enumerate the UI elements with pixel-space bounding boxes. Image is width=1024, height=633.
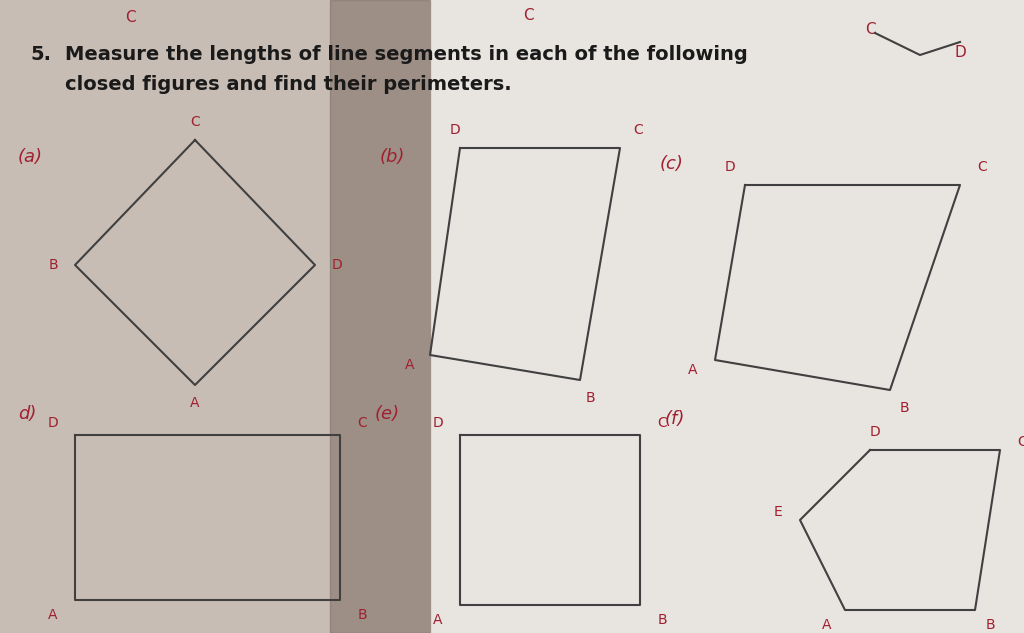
Text: A: A [406, 358, 415, 372]
Text: A: A [688, 363, 697, 377]
Text: D: D [48, 416, 58, 430]
Text: C: C [864, 22, 876, 37]
Text: (c): (c) [660, 155, 684, 173]
Text: A: A [48, 608, 57, 622]
Text: D: D [332, 258, 342, 272]
Text: closed figures and find their perimeters.: closed figures and find their perimeters… [65, 75, 512, 94]
Text: B: B [985, 618, 994, 632]
Text: (f): (f) [665, 410, 685, 428]
Text: B: B [899, 401, 909, 415]
Text: D: D [954, 45, 966, 60]
Text: (e): (e) [375, 405, 400, 423]
Bar [430, 0, 1024, 633]
Text: (a): (a) [18, 148, 43, 166]
Text: D: D [869, 425, 881, 439]
Text: C: C [633, 123, 643, 137]
Text: 5.: 5. [30, 46, 51, 65]
Text: C: C [357, 416, 367, 430]
Text: C: C [190, 115, 200, 129]
Text: B: B [357, 608, 367, 622]
Text: d): d) [18, 405, 37, 423]
Text: B: B [48, 258, 57, 272]
Text: B: B [585, 391, 595, 405]
Text: D: D [450, 123, 461, 137]
Text: D: D [432, 416, 443, 430]
Bar [330, 0, 430, 633]
Text: Measure the lengths of line segments in each of the following: Measure the lengths of line segments in … [65, 46, 748, 65]
Text: E: E [773, 505, 782, 519]
Text: B: B [657, 613, 667, 627]
Text: C: C [522, 8, 534, 23]
Text: D: D [725, 160, 735, 174]
Text: C: C [1017, 435, 1024, 449]
Text: A: A [822, 618, 831, 632]
Text: A: A [433, 613, 442, 627]
Text: C: C [657, 416, 667, 430]
Text: (b): (b) [380, 148, 406, 166]
Text: A: A [190, 396, 200, 410]
Text: C: C [125, 10, 135, 25]
Text: C: C [977, 160, 987, 174]
